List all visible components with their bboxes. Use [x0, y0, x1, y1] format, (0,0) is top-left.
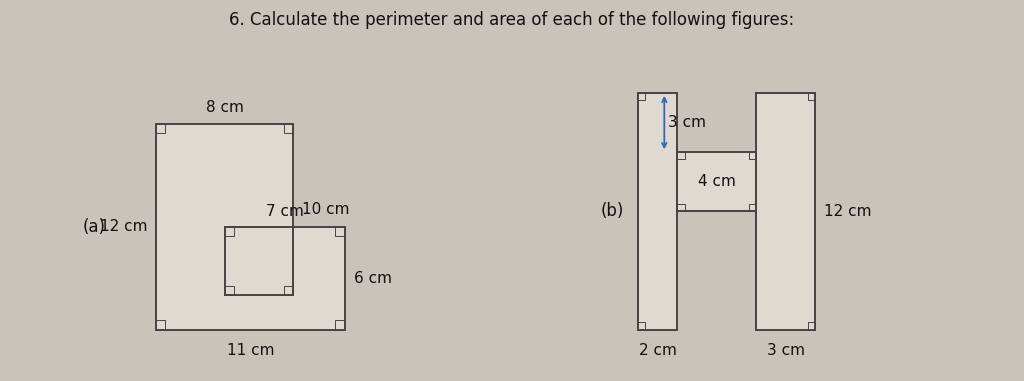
Text: 6 cm: 6 cm [353, 271, 391, 286]
Text: 3 cm: 3 cm [767, 343, 805, 358]
Bar [224, 227, 234, 236]
Text: 11 cm: 11 cm [226, 343, 274, 358]
Bar [678, 204, 685, 211]
Polygon shape [156, 123, 345, 330]
Bar [224, 286, 234, 295]
Text: 12 cm: 12 cm [99, 219, 147, 234]
Text: (a): (a) [82, 218, 105, 235]
Text: 4 cm: 4 cm [698, 174, 736, 189]
Bar [749, 152, 757, 159]
Bar [335, 227, 345, 236]
Text: 8 cm: 8 cm [206, 100, 244, 115]
Polygon shape [638, 93, 678, 330]
Polygon shape [757, 93, 815, 330]
Bar [638, 93, 645, 100]
Text: 3 cm: 3 cm [668, 115, 706, 130]
Bar [156, 123, 166, 133]
Polygon shape [678, 152, 757, 211]
Bar [156, 320, 166, 330]
Bar [335, 320, 345, 330]
Bar [284, 123, 293, 133]
Bar [749, 204, 757, 211]
Text: 7 cm: 7 cm [266, 204, 304, 219]
Bar [284, 286, 293, 295]
Text: 10 cm: 10 cm [302, 202, 349, 217]
Bar [808, 93, 815, 100]
Text: 12 cm: 12 cm [824, 204, 871, 219]
Bar [678, 152, 685, 159]
Text: 6. Calculate the perimeter and area of each of the following figures:: 6. Calculate the perimeter and area of e… [229, 11, 795, 29]
Bar [638, 322, 645, 330]
Text: 2 cm: 2 cm [639, 343, 677, 358]
Bar [808, 322, 815, 330]
Text: (b): (b) [601, 202, 625, 220]
